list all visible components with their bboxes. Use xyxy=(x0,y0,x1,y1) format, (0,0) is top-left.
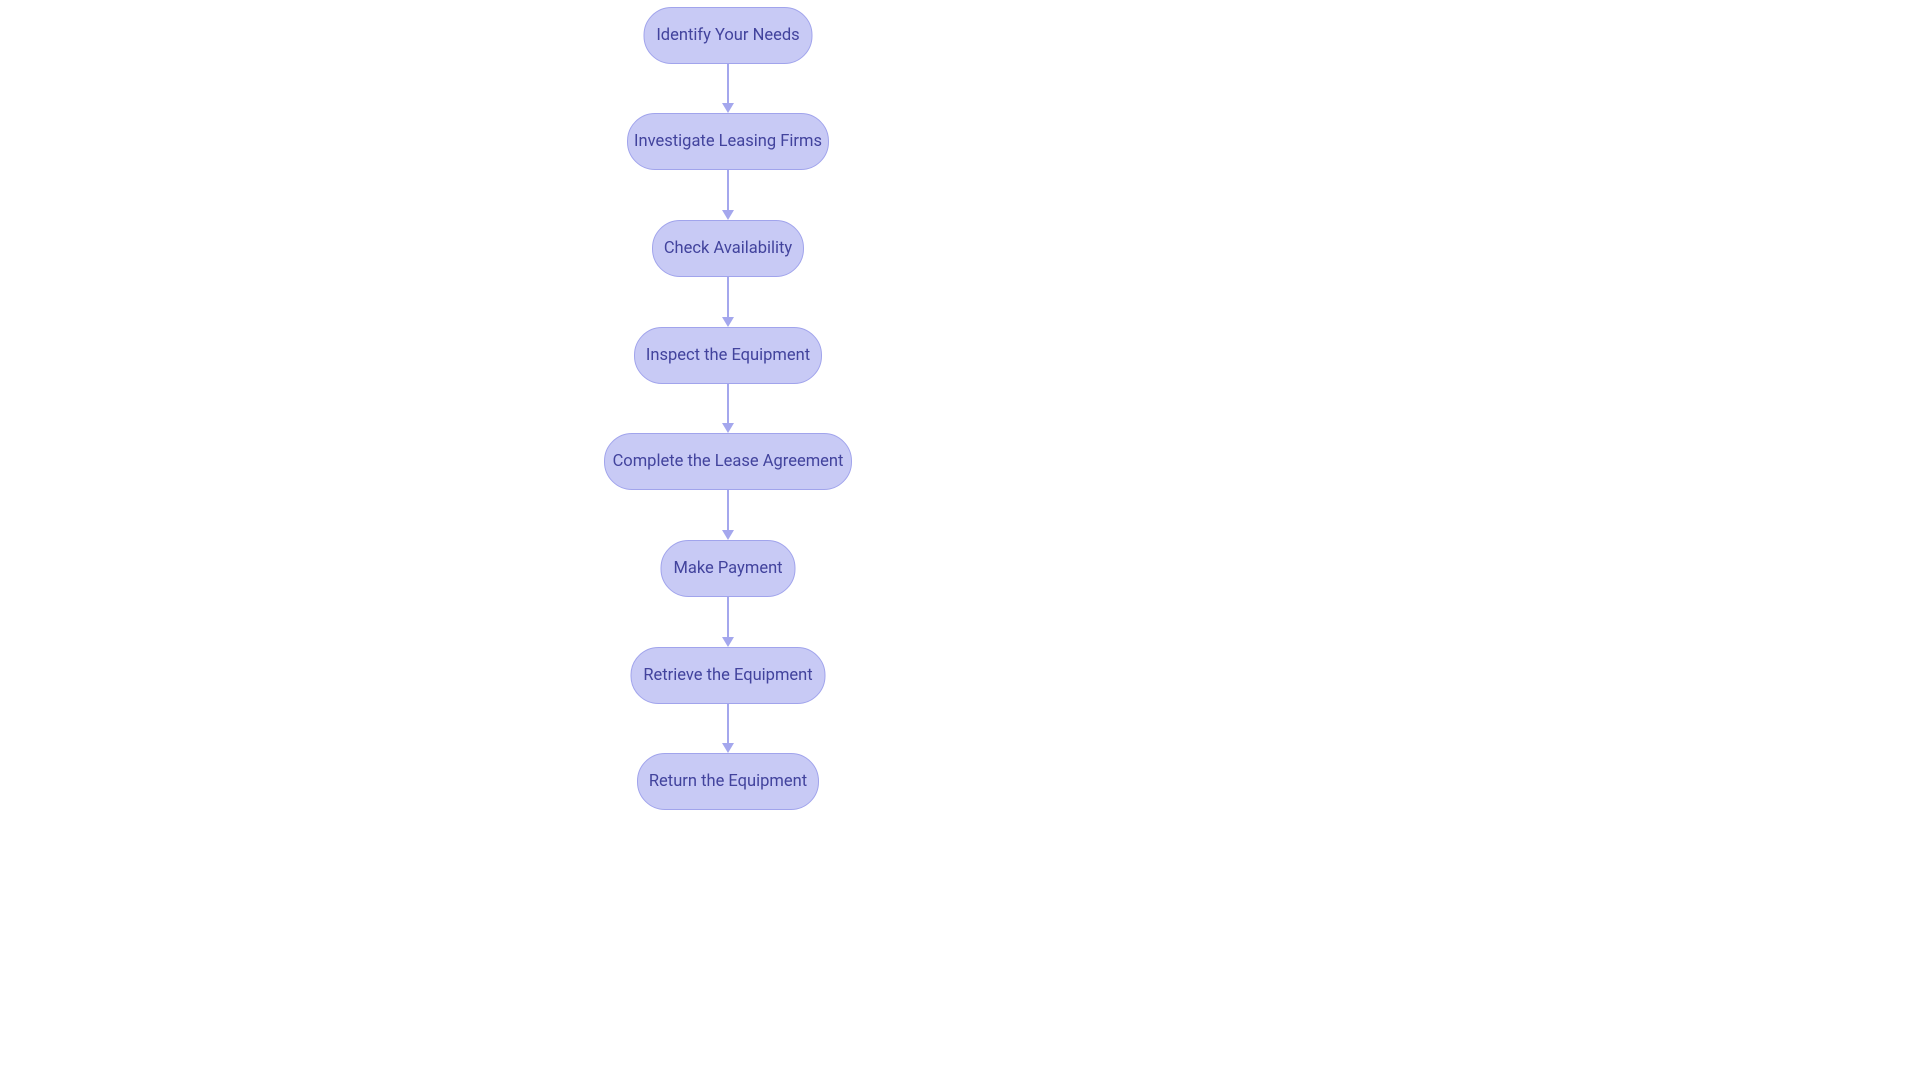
flowchart-node-label: Return the Equipment xyxy=(649,772,807,791)
flowchart-node-label: Complete the Lease Agreement xyxy=(613,452,844,471)
flowchart-edge-line xyxy=(727,64,729,103)
flowchart-node-label: Make Payment xyxy=(673,559,782,578)
flowchart-edge xyxy=(722,490,734,540)
flowchart-edge-line xyxy=(727,490,729,530)
flowchart-edge-line xyxy=(727,384,729,423)
flowchart-node-label: Investigate Leasing Firms xyxy=(634,132,822,151)
flowchart-node: Inspect the Equipment xyxy=(634,327,822,384)
flowchart-edge-arrowhead xyxy=(722,103,734,113)
flowchart-edge-line xyxy=(727,597,729,637)
flowchart-node-label: Retrieve the Equipment xyxy=(643,666,812,685)
flowchart-node: Identify Your Needs xyxy=(644,7,813,64)
flowchart-node: Investigate Leasing Firms xyxy=(627,113,829,170)
flowchart-edge-line xyxy=(727,704,729,743)
flowchart-edge xyxy=(722,597,734,647)
flowchart-edge-arrowhead xyxy=(722,210,734,220)
flowchart-node: Return the Equipment xyxy=(637,753,819,810)
flowchart-edge-arrowhead xyxy=(722,530,734,540)
flowchart-node: Complete the Lease Agreement xyxy=(604,433,852,490)
flowchart-node-label: Identify Your Needs xyxy=(656,26,799,45)
flowchart-node-label: Inspect the Equipment xyxy=(646,346,810,365)
flowchart-edge xyxy=(722,704,734,753)
flowchart-container: Identify Your Needs Investigate Leasing F… xyxy=(0,0,1920,1083)
flowchart-node: Retrieve the Equipment xyxy=(631,647,826,704)
flowchart-edge-line xyxy=(727,170,729,210)
flowchart-edge xyxy=(722,170,734,220)
flowchart-edge-line xyxy=(727,277,729,317)
flowchart-edge-arrowhead xyxy=(722,637,734,647)
flowchart-node: Make Payment xyxy=(661,540,796,597)
flowchart-edge xyxy=(722,64,734,113)
flowchart-edge-arrowhead xyxy=(722,317,734,327)
flowchart-node-label: Check Availability xyxy=(664,239,792,258)
flowchart-edge-arrowhead xyxy=(722,743,734,753)
flowchart-edge-arrowhead xyxy=(722,423,734,433)
flowchart-edge xyxy=(722,277,734,327)
flowchart-node: Check Availability xyxy=(652,220,804,277)
flowchart-edge xyxy=(722,384,734,433)
